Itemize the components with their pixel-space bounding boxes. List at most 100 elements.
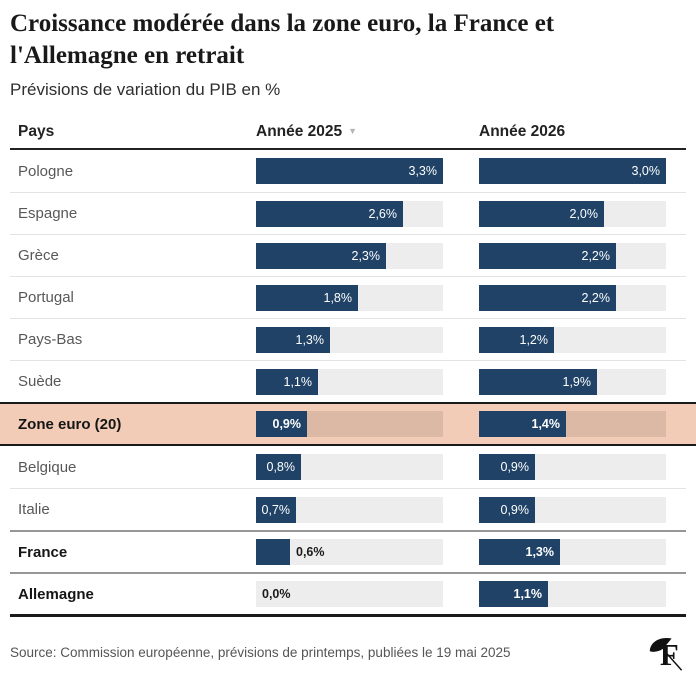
bar-cell-2025: 2,6%: [256, 200, 479, 227]
column-header-2025[interactable]: Année 2025 ▼: [256, 123, 479, 141]
bar-track-2026: 2,2%: [479, 242, 666, 269]
table-row: Pologne 3,3% 3,0%: [10, 150, 686, 192]
bar-value-2026: 1,3%: [525, 545, 555, 559]
bar-cell-2026: 0,9%: [479, 496, 686, 523]
chart-subtitle: Prévisions de variation du PIB en %: [10, 80, 281, 99]
bar-track-2026: 1,9%: [479, 368, 666, 395]
source-note: Source: Commission européenne, prévision…: [10, 645, 511, 660]
bar-value-2026: 0,9%: [500, 460, 530, 474]
table-row: Portugal 1,8% 2,2%: [10, 276, 686, 318]
bar-cell-2026: 3,0%: [479, 158, 686, 184]
table-row: Zone euro (20) 0,9% 1,4%: [0, 402, 696, 446]
bar-value-2026: 1,1%: [513, 587, 543, 601]
bar-cell-2026: 0,9%: [479, 454, 686, 480]
bar-value-2025: 3,3%: [408, 164, 438, 178]
bar-value-2026: 2,2%: [581, 248, 611, 263]
bar-value-2025: 1,8%: [323, 290, 353, 305]
bar-cell-2026: 2,2%: [479, 242, 686, 269]
bar-fill-2026: [479, 158, 666, 184]
bar-cell-2025: 0,8%: [256, 454, 479, 480]
column-header-pays[interactable]: Pays: [18, 123, 55, 140]
country-label: Grèce: [18, 247, 59, 264]
table-row: Allemagne 0,0% 1,1%: [10, 572, 686, 614]
bar-value-2025: 1,1%: [283, 374, 313, 389]
bar-fill-2026: [479, 368, 597, 395]
bar-cell-2026: 1,3%: [479, 539, 686, 565]
country-label: Allemagne: [18, 585, 94, 603]
bar-track-2025: 0,7%: [256, 496, 443, 523]
country-label: Belgique: [18, 458, 77, 476]
table-row: Grèce 2,3% 2,2%: [10, 234, 686, 276]
country-label: Espagne: [18, 205, 78, 222]
bar-fill-2026: [479, 454, 535, 480]
bar-track-2025: 0,8%: [256, 454, 443, 480]
bar-track-2025: 1,1%: [256, 368, 443, 395]
bar-value-2026: 1,2%: [519, 332, 549, 347]
bar-track-2026: 0,9%: [479, 454, 666, 480]
bar-value-2025: 0,9%: [272, 417, 302, 431]
bar-cell-2026: 1,9%: [479, 368, 686, 395]
bar-cell-2026: 1,2%: [479, 326, 686, 353]
bar-fill-2025: [256, 326, 330, 353]
bar-cell-2025: 3,3%: [256, 158, 479, 184]
bar-track-2026: 1,3%: [479, 539, 666, 565]
bar-cell-2025: 0,9%: [256, 411, 479, 437]
bar-fill-2025: [256, 368, 318, 395]
bar-track-2026: 0,9%: [479, 496, 666, 523]
bar-cell-2025: 1,3%: [256, 326, 479, 353]
table-row: Espagne 2,6% 2,0%: [10, 192, 686, 234]
country-label: Pologne: [18, 162, 74, 180]
column-header-2026[interactable]: Année 2026: [479, 123, 566, 140]
bar-value-2025: 0,6%: [296, 545, 325, 559]
table-row: Pays-Bas 1,3% 1,2%: [10, 318, 686, 360]
table-row: Belgique 0,8% 0,9%: [10, 446, 686, 488]
bar-fill-2026: [479, 242, 616, 269]
bar-fill-2026: [479, 496, 535, 523]
bar-value-2026: 1,4%: [531, 417, 561, 431]
bar-fill-2025: [256, 411, 307, 437]
bar-track-2026: 1,4%: [479, 411, 666, 437]
page-title: Croissance modérée dans la zone euro, la…: [10, 10, 555, 69]
bar-track-2025: 0,0%: [256, 581, 443, 607]
bar-cell-2025: 0,7%: [256, 496, 479, 523]
bar-value-2026: 3,0%: [631, 164, 661, 178]
bar-fill-2025: [256, 242, 386, 269]
bar-value-2025: 1,3%: [295, 332, 325, 347]
bar-track-2026: 1,1%: [479, 581, 666, 607]
bar-fill-2025: [256, 496, 296, 523]
country-label: Zone euro (20): [18, 415, 122, 433]
bar-value-2026: 1,9%: [562, 374, 592, 389]
bar-fill-2025: [256, 539, 290, 565]
bar-track-2025: 3,3%: [256, 158, 443, 184]
bar-cell-2025: 0,0%: [256, 581, 479, 607]
bar-track-2026: 2,0%: [479, 200, 666, 227]
bar-fill-2026: [479, 284, 616, 311]
bar-cell-2025: 1,1%: [256, 368, 479, 395]
bar-fill-2025: [256, 158, 443, 184]
table-row: Suède 1,1% 1,9%: [10, 360, 686, 402]
bar-track-2025: 1,3%: [256, 326, 443, 353]
table-body: Pologne 3,3% 3,0% Espagne 2,6%: [0, 150, 696, 614]
bar-fill-2025: [256, 200, 403, 227]
country-label: Italie: [18, 501, 50, 518]
country-label: France: [18, 543, 68, 561]
bar-fill-2026: [479, 411, 566, 437]
bar-value-2026: 0,9%: [500, 502, 530, 517]
bar-value-2025: 2,6%: [368, 206, 398, 221]
bar-track-2025: 0,6%: [256, 539, 443, 565]
bar-cell-2026: 1,4%: [479, 411, 686, 437]
country-label: Portugal: [18, 289, 74, 306]
bar-cell-2025: 1,8%: [256, 284, 479, 311]
bar-cell-2026: 2,0%: [479, 200, 686, 227]
bar-fill-2026: [479, 326, 554, 353]
figaro-f-logo: F: [649, 637, 683, 672]
table-header-row: Pays Année 2025 ▼ Année 2026: [10, 116, 686, 150]
svg-text:F: F: [660, 637, 679, 672]
bar-value-2026: 2,2%: [581, 290, 611, 305]
bar-value-2025: 2,3%: [351, 248, 381, 263]
bar-fill-2026: [479, 581, 548, 607]
bar-fill-2025: [256, 284, 358, 311]
bar-cell-2026: 2,2%: [479, 284, 686, 311]
bar-track-2026: 2,2%: [479, 284, 666, 311]
